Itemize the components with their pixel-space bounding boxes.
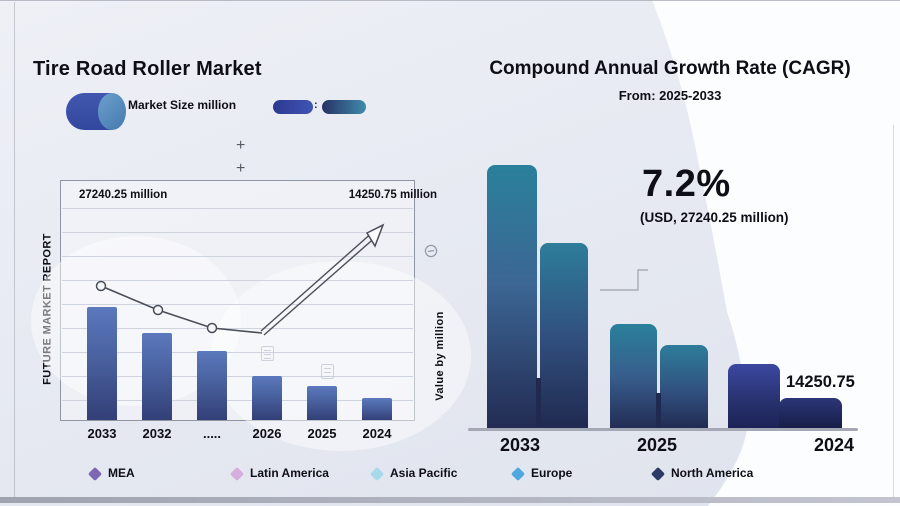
gridline [62,208,413,209]
legend-label: Asia Pacific [390,466,458,480]
gridline [62,352,413,353]
bar-merge-patch [656,393,661,429]
gridline [62,328,413,329]
x-axis-label: 2024 [813,435,855,455]
left-edge-line [14,2,15,497]
market-size-label: Market Size million [128,98,237,112]
plus-icon: + [236,160,246,177]
bar-value-annotation: 14250.75 [786,373,855,391]
cagr-bar-secondary [660,345,708,430]
step-callout-line [600,269,648,291]
top-edge-line [0,0,900,1]
market-size-bar [252,376,282,420]
left-chart-plot [31,180,471,451]
ratio-colon: : [314,99,318,111]
legend-label: North America [671,466,754,480]
market-size-bar [362,398,392,420]
x-axis-label: 2033 [87,426,117,441]
value-axis-label: Value by million [434,311,446,401]
x-axis-label: 2026 [252,426,282,441]
cagr-bar-primary [728,364,780,430]
document-ghost-icon [321,364,334,379]
left-chart-base-value: 14250.75 million [348,189,437,201]
bottom-edge-strip [0,497,900,503]
gridline [62,304,413,305]
market-size-bar [87,307,117,420]
right-chart-axis-line [468,428,858,431]
gridline [62,376,413,377]
trend-line-with-arrow [95,223,385,336]
legend-label: MEA [108,466,135,480]
x-axis-label: 2033 [499,435,541,455]
legend-label: Europe [531,466,573,480]
cylinder-icon [66,93,126,130]
cagr-subtitle: From: 2025-2033 [618,88,722,103]
x-axis-label: 2025 [636,435,678,455]
cagr-value: 7.2% [642,163,731,205]
cagr-title: Compound Annual Growth Rate (CAGR) [489,58,851,79]
cagr-bar-secondary [540,243,588,430]
left-chart-max-value: 27240.25 million [79,189,168,201]
page-title: Tire Road Roller Market [33,58,262,80]
cylinder-icon-cap [98,93,126,130]
legend-label: Latin America [250,466,329,480]
plus-icon: + [236,137,246,154]
minus-circle-icon [424,244,438,258]
document-ghost-icon [261,346,274,361]
cagr-bar-primary [610,324,657,430]
x-axis-label: 2025 [307,426,337,441]
cagr-bar-primary [487,165,537,430]
cagr-bar-secondary [779,398,842,430]
x-axis-label: ..... [202,426,222,441]
gridline [62,232,413,233]
ratio-pill-right [322,100,366,114]
ratio-pill-left [273,100,313,114]
gridline [62,256,413,257]
right-edge-line [893,125,894,497]
x-axis-label: 2032 [142,426,172,441]
bar-merge-patch [536,378,541,429]
market-size-bar [197,351,227,420]
gridline [62,280,413,281]
market-size-bar [142,333,172,420]
gridline [62,400,413,401]
market-size-bar [307,386,337,420]
cagr-detail: (USD, 27240.25 million) [640,210,789,225]
x-axis-label: 2024 [362,426,392,441]
